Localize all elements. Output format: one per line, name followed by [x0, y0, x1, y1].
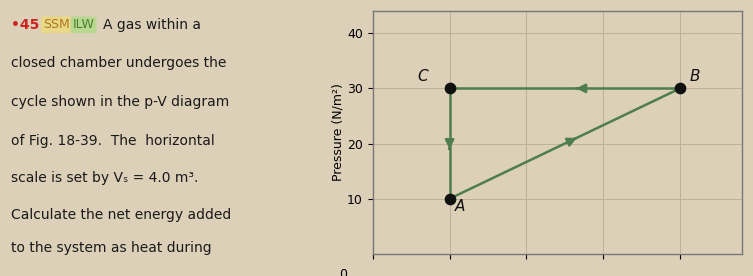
Y-axis label: Pressure (N/m²): Pressure (N/m²) — [331, 84, 344, 181]
Text: A gas within a: A gas within a — [102, 18, 200, 32]
Text: scale is set by Vₛ = 4.0 m³.: scale is set by Vₛ = 4.0 m³. — [11, 171, 199, 185]
Text: V: V — [752, 269, 753, 276]
Text: ILW: ILW — [73, 18, 95, 31]
Text: of Fig. 18-39.  The  horizontal: of Fig. 18-39. The horizontal — [11, 134, 215, 148]
Text: cycle shown in the p-V diagram: cycle shown in the p-V diagram — [11, 95, 230, 109]
Text: C: C — [417, 69, 428, 84]
Point — [674, 86, 686, 91]
Point — [444, 197, 456, 201]
Text: closed chamber undergoes the: closed chamber undergoes the — [11, 57, 227, 70]
Text: A: A — [455, 199, 465, 214]
Text: SSM: SSM — [43, 18, 69, 31]
Point — [444, 86, 456, 91]
Text: B: B — [690, 69, 700, 84]
Text: to the system as heat during: to the system as heat during — [11, 242, 212, 255]
Text: Calculate the net energy added: Calculate the net energy added — [11, 208, 231, 222]
Text: 0: 0 — [339, 269, 347, 276]
Text: •45: •45 — [11, 18, 40, 32]
